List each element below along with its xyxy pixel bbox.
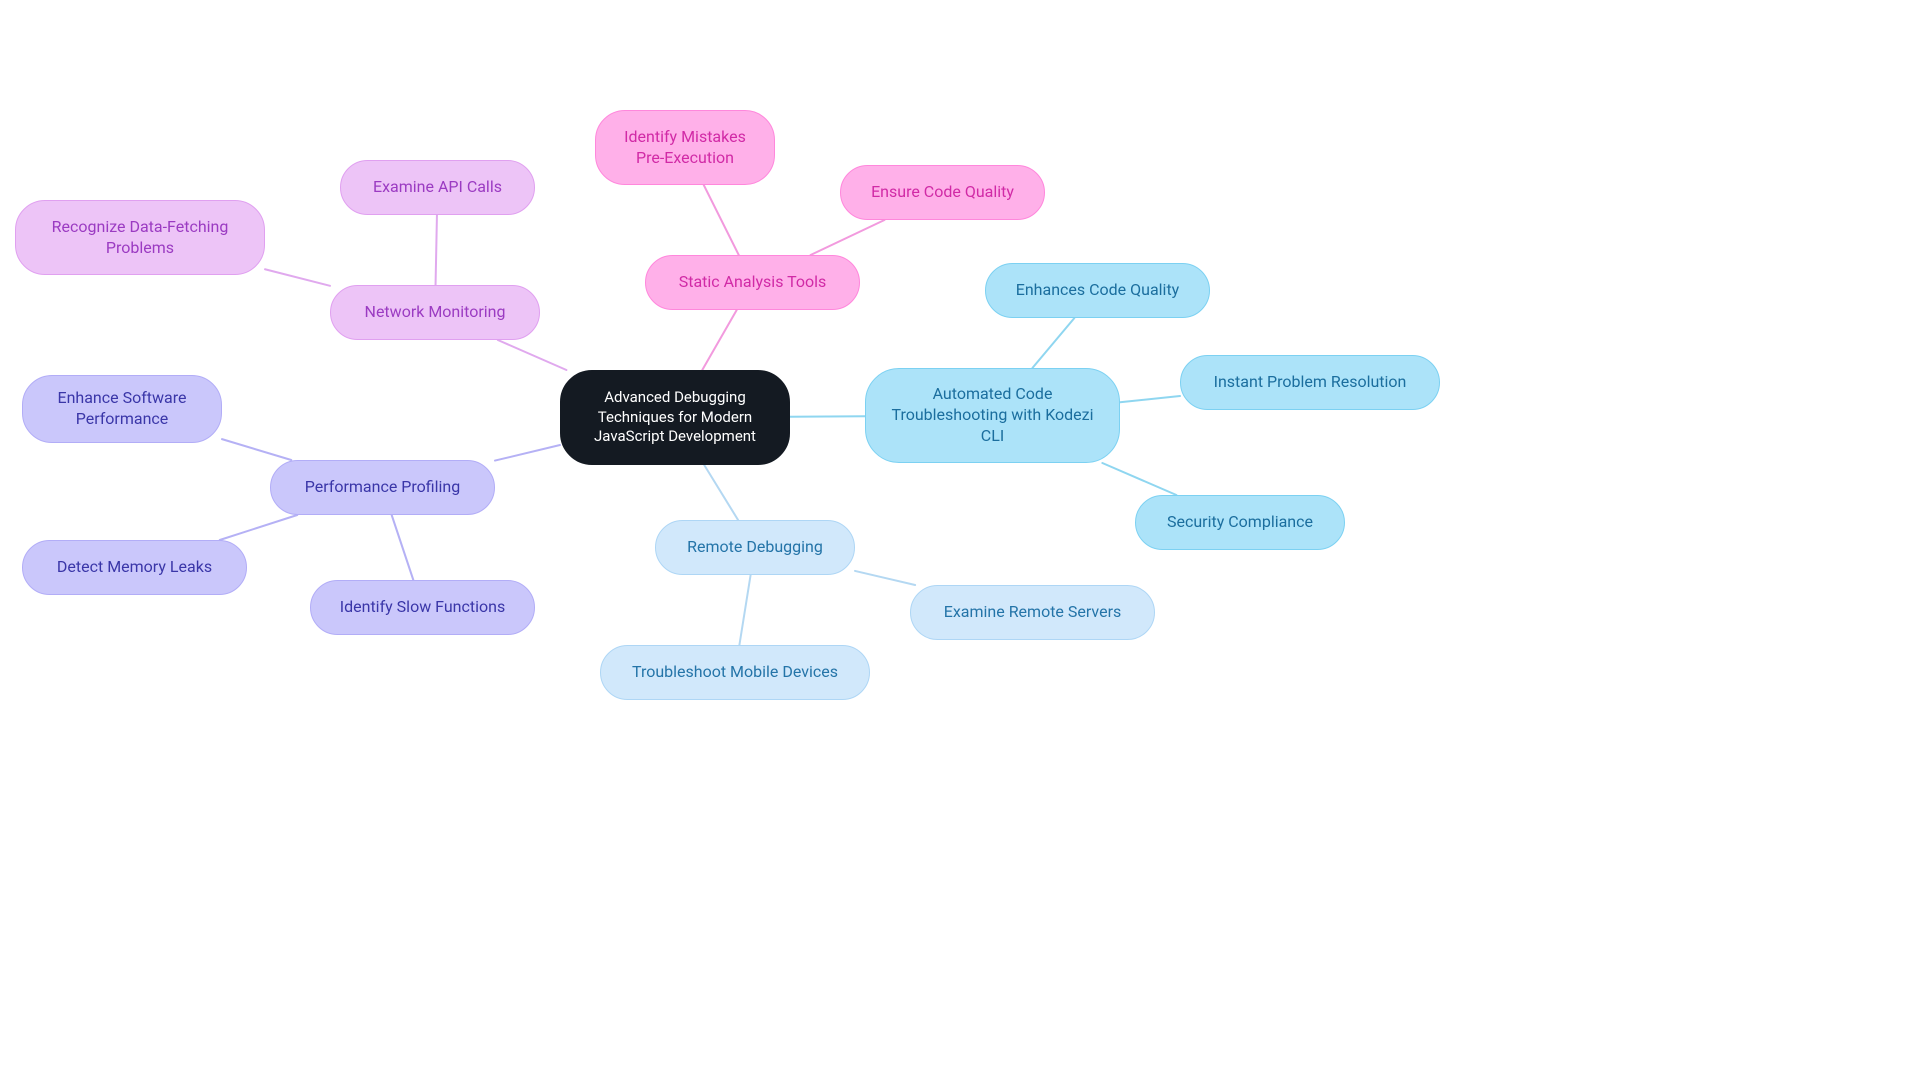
node-label: Static Analysis Tools	[679, 272, 827, 293]
node-perf-enhance-software: Enhance Software Performance	[22, 375, 222, 443]
node-remote-debugging: Remote Debugging	[655, 520, 855, 575]
node-static-analysis: Static Analysis Tools	[645, 255, 860, 310]
node-label: Identify Mistakes Pre-Execution	[616, 127, 754, 169]
node-static-identify-mistakes: Identify Mistakes Pre-Execution	[595, 110, 775, 185]
node-performance-profiling: Performance Profiling	[270, 460, 495, 515]
node-label: Security Compliance	[1167, 512, 1313, 533]
node-network-data-fetching: Recognize Data-Fetching Problems	[15, 200, 265, 275]
node-network-monitoring: Network Monitoring	[330, 285, 540, 340]
node-label: Network Monitoring	[365, 302, 506, 323]
node-remote-servers: Examine Remote Servers	[910, 585, 1155, 640]
edge-layer	[0, 0, 1920, 1083]
node-center: Advanced Debugging Techniques for Modern…	[560, 370, 790, 465]
node-label: Examine Remote Servers	[944, 602, 1122, 623]
node-label: Recognize Data-Fetching Problems	[36, 217, 244, 259]
node-label: Enhances Code Quality	[1016, 280, 1180, 301]
node-label: Detect Memory Leaks	[57, 557, 212, 578]
node-label: Advanced Debugging Techniques for Modern…	[581, 388, 769, 447]
node-label: Identify Slow Functions	[340, 597, 505, 618]
node-static-ensure-quality: Ensure Code Quality	[840, 165, 1045, 220]
node-auto-code-quality: Enhances Code Quality	[985, 263, 1210, 318]
node-auto-security: Security Compliance	[1135, 495, 1345, 550]
node-automated-kodezi: Automated Code Troubleshooting with Kode…	[865, 368, 1120, 463]
node-auto-instant-resolution: Instant Problem Resolution	[1180, 355, 1440, 410]
node-remote-mobile: Troubleshoot Mobile Devices	[600, 645, 870, 700]
node-label: Performance Profiling	[305, 477, 460, 498]
node-network-api-calls: Examine API Calls	[340, 160, 535, 215]
node-perf-memory-leaks: Detect Memory Leaks	[22, 540, 247, 595]
node-label: Ensure Code Quality	[871, 182, 1014, 203]
node-label: Remote Debugging	[687, 537, 823, 558]
node-label: Automated Code Troubleshooting with Kode…	[886, 384, 1099, 446]
node-label: Enhance Software Performance	[43, 388, 201, 430]
node-label: Troubleshoot Mobile Devices	[632, 662, 838, 683]
node-perf-slow-functions: Identify Slow Functions	[310, 580, 535, 635]
node-label: Instant Problem Resolution	[1214, 372, 1407, 393]
node-label: Examine API Calls	[373, 177, 502, 198]
mindmap-canvas: Advanced Debugging Techniques for Modern…	[0, 0, 1920, 1083]
